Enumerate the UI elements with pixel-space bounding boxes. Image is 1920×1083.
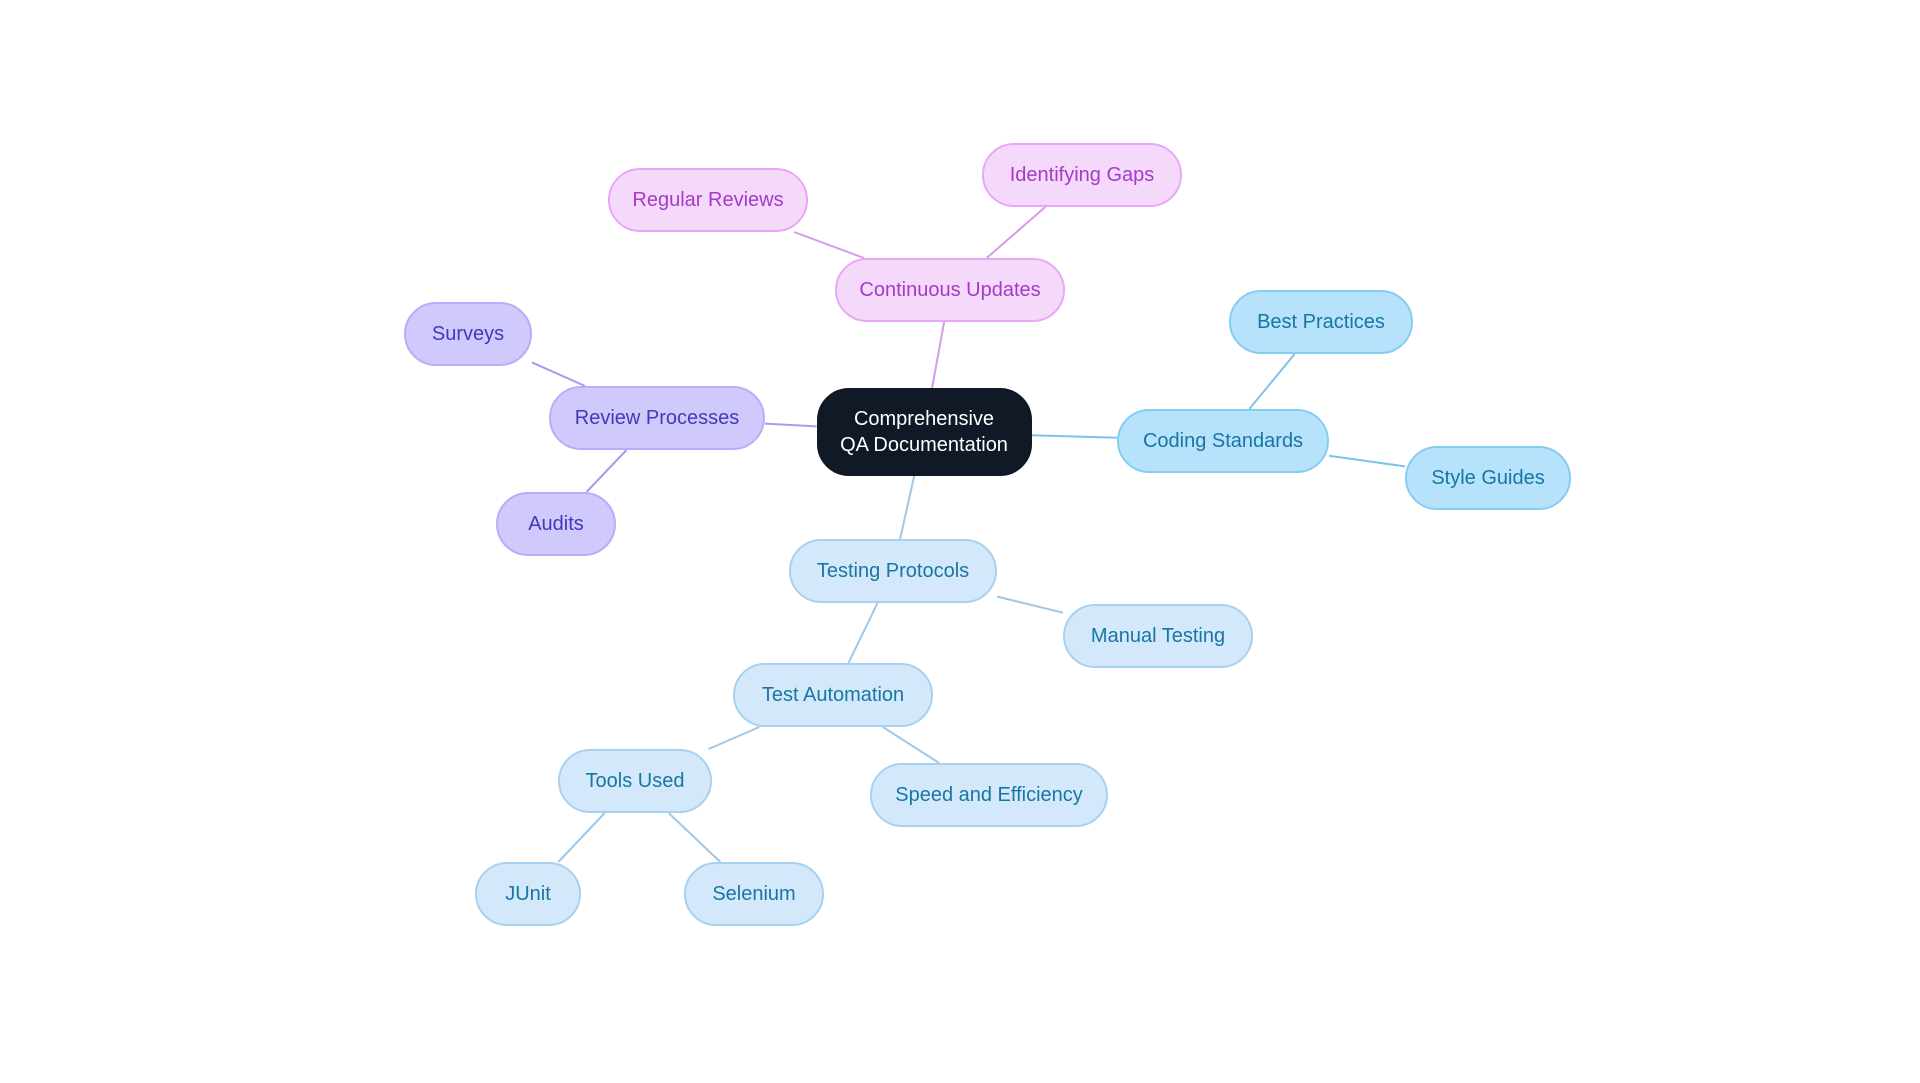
node-label: Tools Used: [586, 768, 685, 794]
node-label: Manual Testing: [1091, 623, 1225, 649]
node-coding-standards: Coding Standards: [1117, 409, 1329, 473]
node-label: Testing Protocols: [817, 558, 969, 584]
node-surveys: Surveys: [404, 302, 532, 366]
node-label: Comprehensive QA Documentation: [839, 406, 1010, 458]
node-label: Speed and Efficiency: [895, 782, 1083, 808]
node-continuous: Continuous Updates: [835, 258, 1065, 322]
edge: [932, 322, 944, 388]
node-label: Test Automation: [762, 682, 904, 708]
node-junit: JUnit: [475, 862, 581, 926]
edge: [987, 207, 1046, 258]
edge: [1032, 435, 1118, 438]
edge: [900, 476, 914, 539]
edge: [532, 362, 585, 386]
node-label: Review Processes: [575, 405, 740, 431]
edge: [669, 813, 721, 862]
node-testing-protocols: Testing Protocols: [789, 539, 997, 603]
edge: [794, 232, 864, 258]
edge: [997, 596, 1063, 612]
node-audits: Audits: [496, 492, 616, 556]
node-test-automation: Test Automation: [733, 663, 933, 727]
node-label: Regular Reviews: [632, 187, 783, 213]
node-tools-used: Tools Used: [558, 749, 712, 813]
node-style-guides: Style Guides: [1405, 446, 1571, 510]
node-label: Best Practices: [1257, 309, 1385, 335]
node-identifying-gaps: Identifying Gaps: [982, 143, 1182, 207]
edge: [883, 727, 939, 763]
edge: [1329, 455, 1405, 466]
edge: [848, 603, 877, 663]
node-best-practices: Best Practices: [1229, 290, 1413, 354]
mindmap-diagram: Comprehensive QA Documentation Continuous…: [230, 127, 1690, 957]
edge: [765, 423, 817, 426]
edge: [586, 450, 626, 492]
node-label: Identifying Gaps: [1010, 162, 1155, 188]
node-label: Coding Standards: [1143, 428, 1303, 454]
node-label: Continuous Updates: [859, 277, 1040, 303]
node-label: JUnit: [505, 881, 551, 907]
node-center: Comprehensive QA Documentation: [817, 388, 1032, 476]
node-label: Selenium: [712, 881, 795, 907]
node-speed-efficiency: Speed and Efficiency: [870, 763, 1108, 827]
node-label: Audits: [528, 511, 584, 537]
node-selenium: Selenium: [684, 862, 824, 926]
edge: [1249, 354, 1294, 409]
node-manual-testing: Manual Testing: [1063, 604, 1253, 668]
edge: [709, 727, 760, 749]
edge: [558, 813, 604, 862]
node-regular-reviews: Regular Reviews: [608, 168, 808, 232]
node-label: Surveys: [432, 321, 504, 347]
node-review-processes: Review Processes: [549, 386, 765, 450]
node-label: Style Guides: [1431, 465, 1544, 491]
